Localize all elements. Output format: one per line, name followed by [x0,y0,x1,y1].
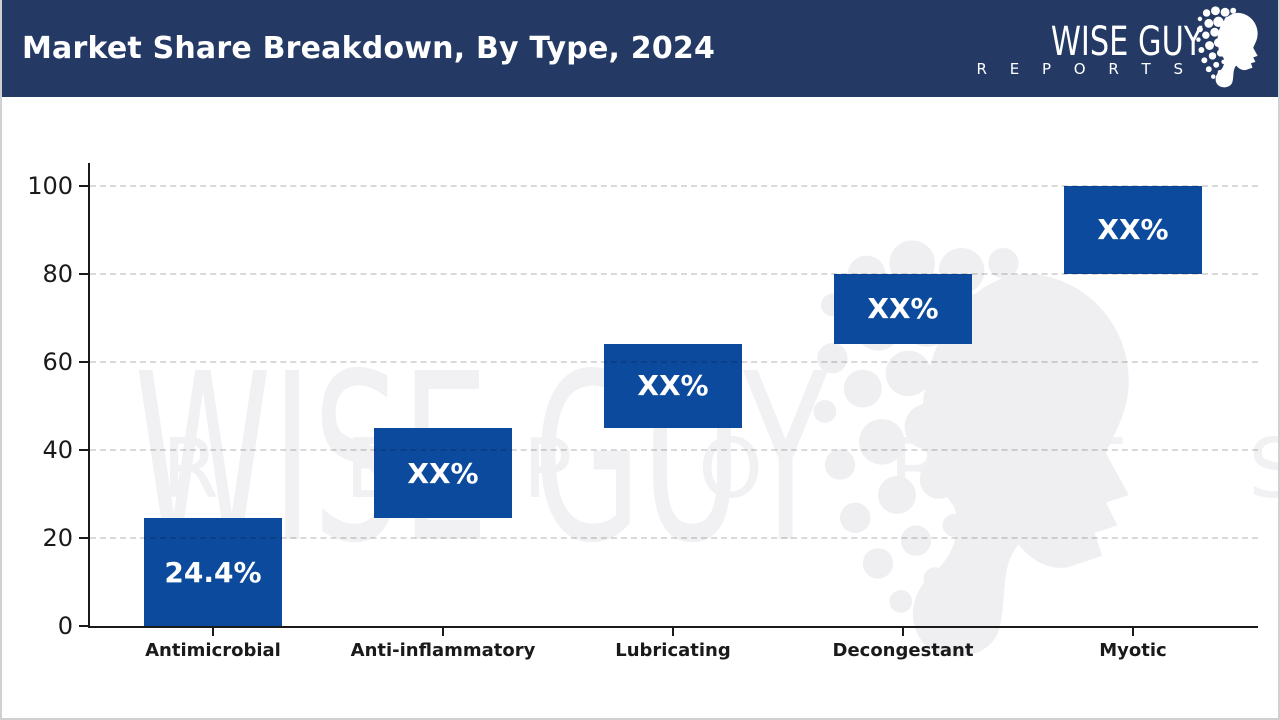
wise-guy-reports-logo: WISE GUY R E P O R T S [977,0,1270,97]
x-tick-mark [442,627,444,636]
x-tick-mark [212,627,214,636]
y-tick-label: 40 [42,435,73,464]
y-axis-line [88,163,90,628]
bar-myotic: XX% [1064,185,1202,274]
logo-subtext: R E P O R T S [976,60,1192,78]
bar-value-label: 24.4% [164,555,262,589]
y-tick-mark [79,536,90,539]
x-category-label: Lubricating [615,639,731,661]
gridline-60 [90,360,1258,363]
y-tick-mark [79,184,90,187]
y-tick-mark [79,448,90,451]
chart-title: Market Share Breakdown, By Type, 2024 [22,31,716,66]
gridline-100 [90,184,1258,187]
bar-value-label: XX% [867,292,939,326]
logo-wordmark: WISE GUY [1050,19,1202,65]
chart-area: WISE GUY R E P O R T S 24.4% XX% XX% XX% XX%… [2,97,1278,718]
x-tick-mark [902,627,904,636]
gridline-80 [90,272,1258,275]
y-tick-mark [79,624,90,627]
y-tick-label: 100 [27,171,73,200]
gridline-40 [90,448,1258,451]
bar-anti-inflammatory: XX% [374,427,512,519]
x-tick-mark [672,627,674,636]
y-tick-mark [79,360,90,363]
y-tick-label: 60 [42,347,73,376]
x-axis-line [88,625,1258,628]
gridline-20 [90,536,1258,539]
header-bar: Market Share Breakdown, By Type, 2024 WI… [2,0,1278,97]
bar-lubricating: XX% [604,344,742,428]
y-tick-label: 80 [42,259,73,288]
x-category-label: Anti-inflammatory [350,639,536,661]
y-tick-label: 0 [57,611,73,640]
y-tick-label: 20 [42,523,73,552]
bar-value-label: XX% [1097,213,1169,247]
bar-value-label: XX% [637,369,709,403]
bar-value-label: XX% [407,456,479,490]
y-tick-mark [79,272,90,275]
x-category-label: Antimicrobial [145,639,281,661]
x-category-label: Myotic [1099,639,1167,661]
x-tick-mark [1132,627,1134,636]
x-category-label: Decongestant [832,639,974,661]
bar-antimicrobial: 24.4% [144,518,282,626]
bar-decongestant: XX% [834,273,972,345]
